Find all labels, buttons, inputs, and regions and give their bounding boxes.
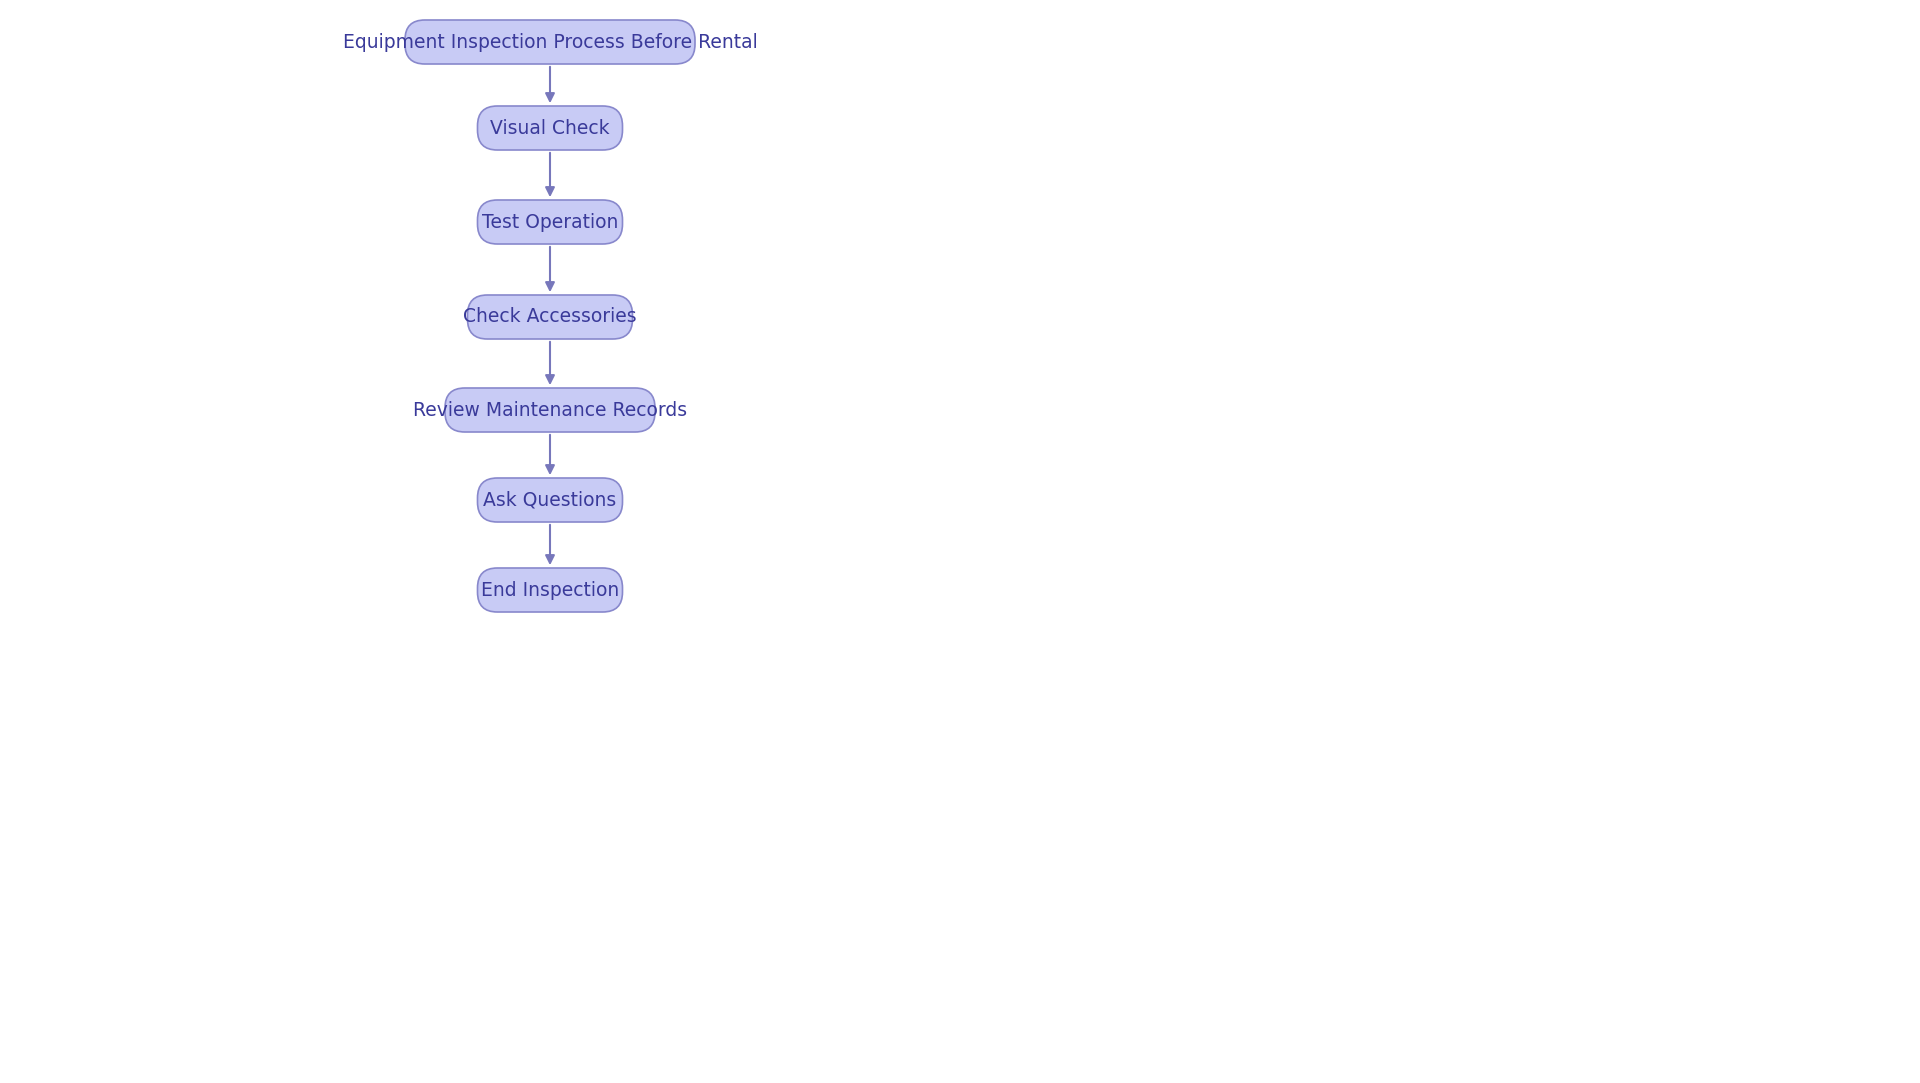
Text: Visual Check: Visual Check	[490, 118, 611, 138]
FancyBboxPatch shape	[478, 478, 622, 522]
Text: Equipment Inspection Process Before Rental: Equipment Inspection Process Before Rent…	[342, 32, 756, 52]
FancyBboxPatch shape	[478, 106, 622, 151]
Text: Test Operation: Test Operation	[482, 212, 618, 232]
FancyBboxPatch shape	[445, 388, 655, 432]
FancyBboxPatch shape	[478, 567, 622, 612]
Text: Review Maintenance Records: Review Maintenance Records	[413, 401, 687, 419]
Text: Ask Questions: Ask Questions	[484, 491, 616, 509]
Text: End Inspection: End Inspection	[480, 580, 618, 600]
FancyBboxPatch shape	[467, 295, 632, 339]
FancyBboxPatch shape	[405, 19, 695, 64]
Text: Check Accessories: Check Accessories	[463, 308, 637, 326]
FancyBboxPatch shape	[478, 200, 622, 244]
